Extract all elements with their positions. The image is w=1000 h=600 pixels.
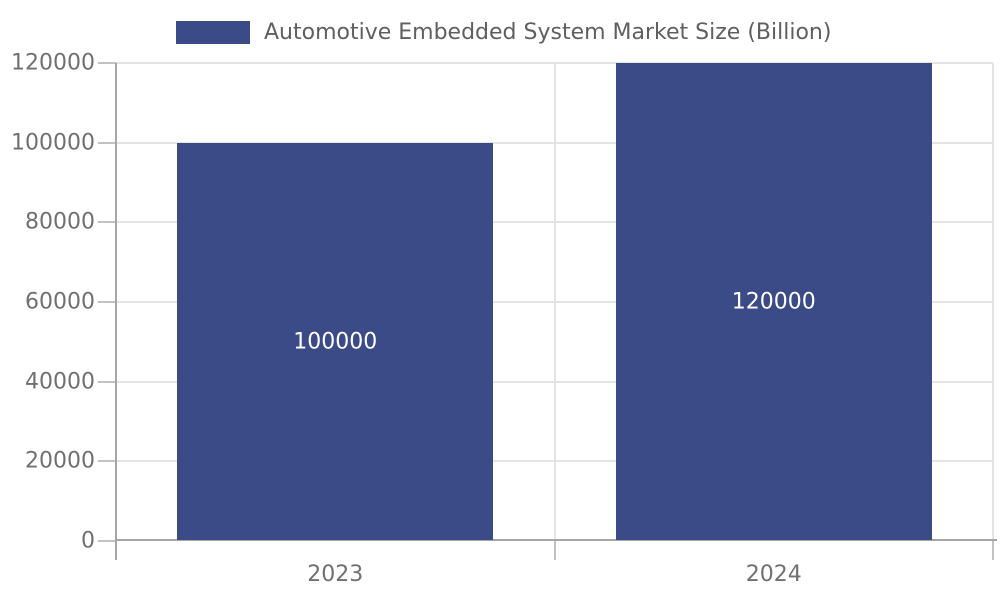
bar-2023[interactable] [177, 142, 494, 540]
x-axis-tick [553, 541, 556, 560]
y-axis-tick [98, 301, 116, 303]
y-axis-tick-label: 100000 [11, 130, 95, 156]
y-axis-tick-label: 20000 [25, 448, 95, 474]
y-axis-tick [98, 221, 116, 224]
y-axis-tick [98, 380, 116, 383]
y-axis-tick [98, 460, 116, 463]
legend-swatch [176, 21, 250, 44]
y-axis-tick-label: 40000 [25, 369, 95, 395]
x-axis-tick [992, 541, 994, 560]
y-axis-tick [98, 141, 116, 144]
y-axis-tick [98, 540, 116, 542]
x-axis-tick-label: 2024 [745, 562, 802, 587]
x-gridline [992, 63, 994, 541]
y-axis-tick-label: 120000 [11, 50, 95, 76]
y-axis-tick-label: 80000 [25, 209, 95, 235]
y-axis-tick-label: 60000 [25, 289, 95, 315]
bar-value-label: 120000 [731, 289, 816, 315]
legend-item[interactable]: Automotive Embedded System Market Size (… [176, 20, 831, 45]
y-axis-line [115, 63, 117, 560]
y-axis-tick [98, 62, 116, 64]
x-axis-line [115, 539, 997, 541]
bar-2024[interactable] [615, 63, 932, 540]
x-axis-tick-label: 2023 [307, 562, 364, 587]
x-gridline [553, 63, 556, 541]
legend-label: Automotive Embedded System Market Size (… [264, 20, 832, 45]
y-axis-tick-label: 0 [81, 528, 95, 554]
bar-value-label: 100000 [293, 329, 378, 355]
